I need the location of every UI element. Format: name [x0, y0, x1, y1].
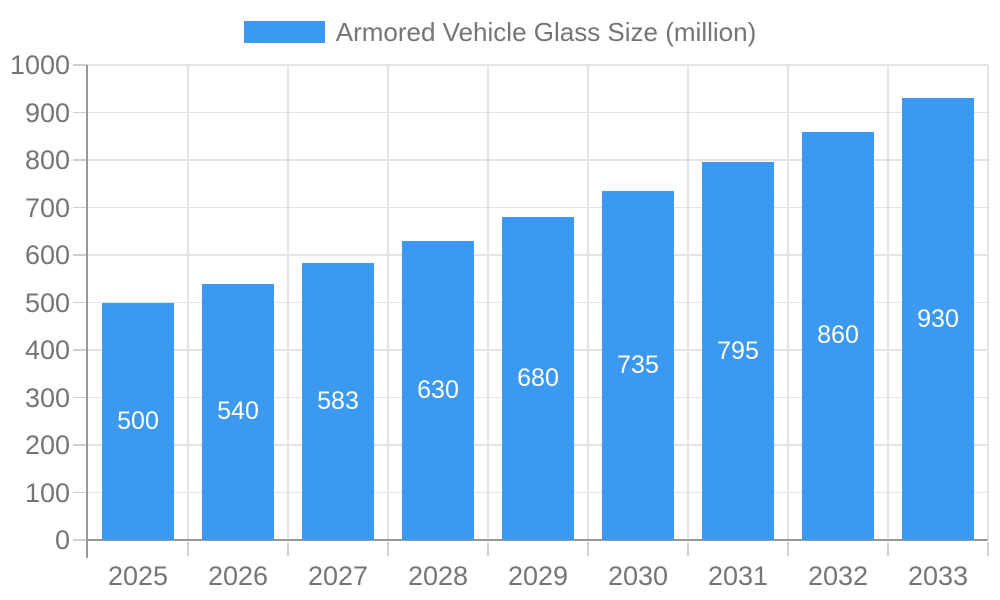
gridline-h: [88, 111, 988, 114]
y-axis-tick: [73, 349, 88, 351]
gridline-v: [187, 65, 189, 540]
legend-swatch: [243, 21, 325, 43]
bar: 795: [702, 162, 774, 540]
x-axis-label: 2026: [207, 561, 269, 591]
gridline-h: [88, 206, 988, 209]
y-axis-label: 200: [24, 430, 70, 460]
y-axis-tick: [73, 491, 88, 494]
bar-value-label: 680: [517, 364, 559, 392]
bar: 735: [602, 190, 674, 540]
x-axis-tick: [987, 542, 989, 556]
x-axis-label: 2031: [707, 561, 769, 591]
x-axis-label: 2033: [907, 561, 969, 591]
y-axis-label: 500: [24, 287, 70, 318]
y-axis-line: [86, 65, 88, 558]
bar-value-label: 735: [617, 350, 659, 379]
y-axis-tick: [73, 254, 88, 256]
gridline-v: [687, 65, 689, 540]
y-axis-label: 0: [54, 525, 70, 555]
gridline-v: [387, 65, 389, 540]
x-axis-tick: [287, 542, 289, 556]
x-axis-label: 2032: [807, 561, 869, 591]
y-axis-label: 700: [24, 192, 70, 223]
legend-label: Armored Vehicle Glass Size (million): [335, 16, 757, 47]
bar: 930: [902, 98, 974, 540]
bar: 500: [102, 302, 174, 540]
y-axis-tick: [73, 396, 88, 399]
x-axis-label: 2025: [107, 561, 169, 591]
y-axis-label: 1000: [9, 50, 70, 80]
x-axis-line: [88, 539, 988, 541]
y-axis-label: 800: [24, 145, 70, 175]
x-axis-label: 2027: [307, 561, 369, 591]
y-axis-tick: [73, 111, 88, 114]
y-axis-label: 400: [24, 335, 70, 365]
bar: 630: [402, 240, 474, 540]
bar-value-label: 930: [917, 304, 959, 333]
x-axis-label: 2029: [507, 561, 569, 591]
bar: 860: [802, 131, 874, 540]
x-axis-tick: [187, 542, 189, 556]
y-axis-tick: [73, 206, 88, 209]
x-axis-tick: [787, 542, 789, 556]
bar: 680: [502, 217, 574, 540]
bar-value-label: 860: [817, 321, 859, 350]
bar-value-label: 500: [117, 406, 159, 435]
x-axis-tick: [687, 542, 689, 556]
x-axis-label: 2030: [607, 561, 669, 591]
bar-value-label: 630: [417, 375, 459, 404]
y-axis-tick: [73, 539, 88, 541]
gridline-v: [287, 65, 289, 540]
y-axis-label: 600: [24, 240, 70, 270]
y-axis-label: 300: [24, 382, 70, 413]
legend: Armored Vehicle Glass Size (million): [0, 14, 1000, 50]
x-axis-tick: [487, 542, 489, 556]
gridline-v: [487, 65, 489, 540]
bar-value-label: 795: [717, 336, 759, 365]
gridline-v: [887, 65, 889, 540]
x-axis-label: 2028: [407, 561, 469, 591]
bar: 583: [302, 263, 374, 540]
x-axis-tick: [587, 542, 589, 556]
plot-area: 0 100 200 300 400 500 600 700 800 900 1000 500 2025 5…: [10, 50, 989, 591]
bar-value-label: 583: [317, 387, 359, 416]
x-axis-tick: [387, 542, 389, 556]
y-axis-tick: [73, 159, 88, 161]
gridline-h: [88, 159, 988, 161]
legend-item[interactable]: Armored Vehicle Glass Size (million): [243, 16, 757, 48]
y-axis-tick: [73, 301, 88, 304]
bar-value-label: 540: [217, 397, 259, 426]
bar: 540: [202, 283, 274, 540]
gridline-v: [587, 65, 589, 540]
gridline-v: [987, 65, 989, 540]
gridline-v: [787, 65, 789, 540]
y-axis-label: 100: [24, 477, 70, 508]
x-axis-tick: [887, 542, 889, 556]
y-axis-tick: [73, 444, 88, 446]
gridline-h: [88, 64, 988, 66]
y-axis-tick: [73, 64, 88, 66]
y-axis-label: 900: [24, 97, 70, 128]
